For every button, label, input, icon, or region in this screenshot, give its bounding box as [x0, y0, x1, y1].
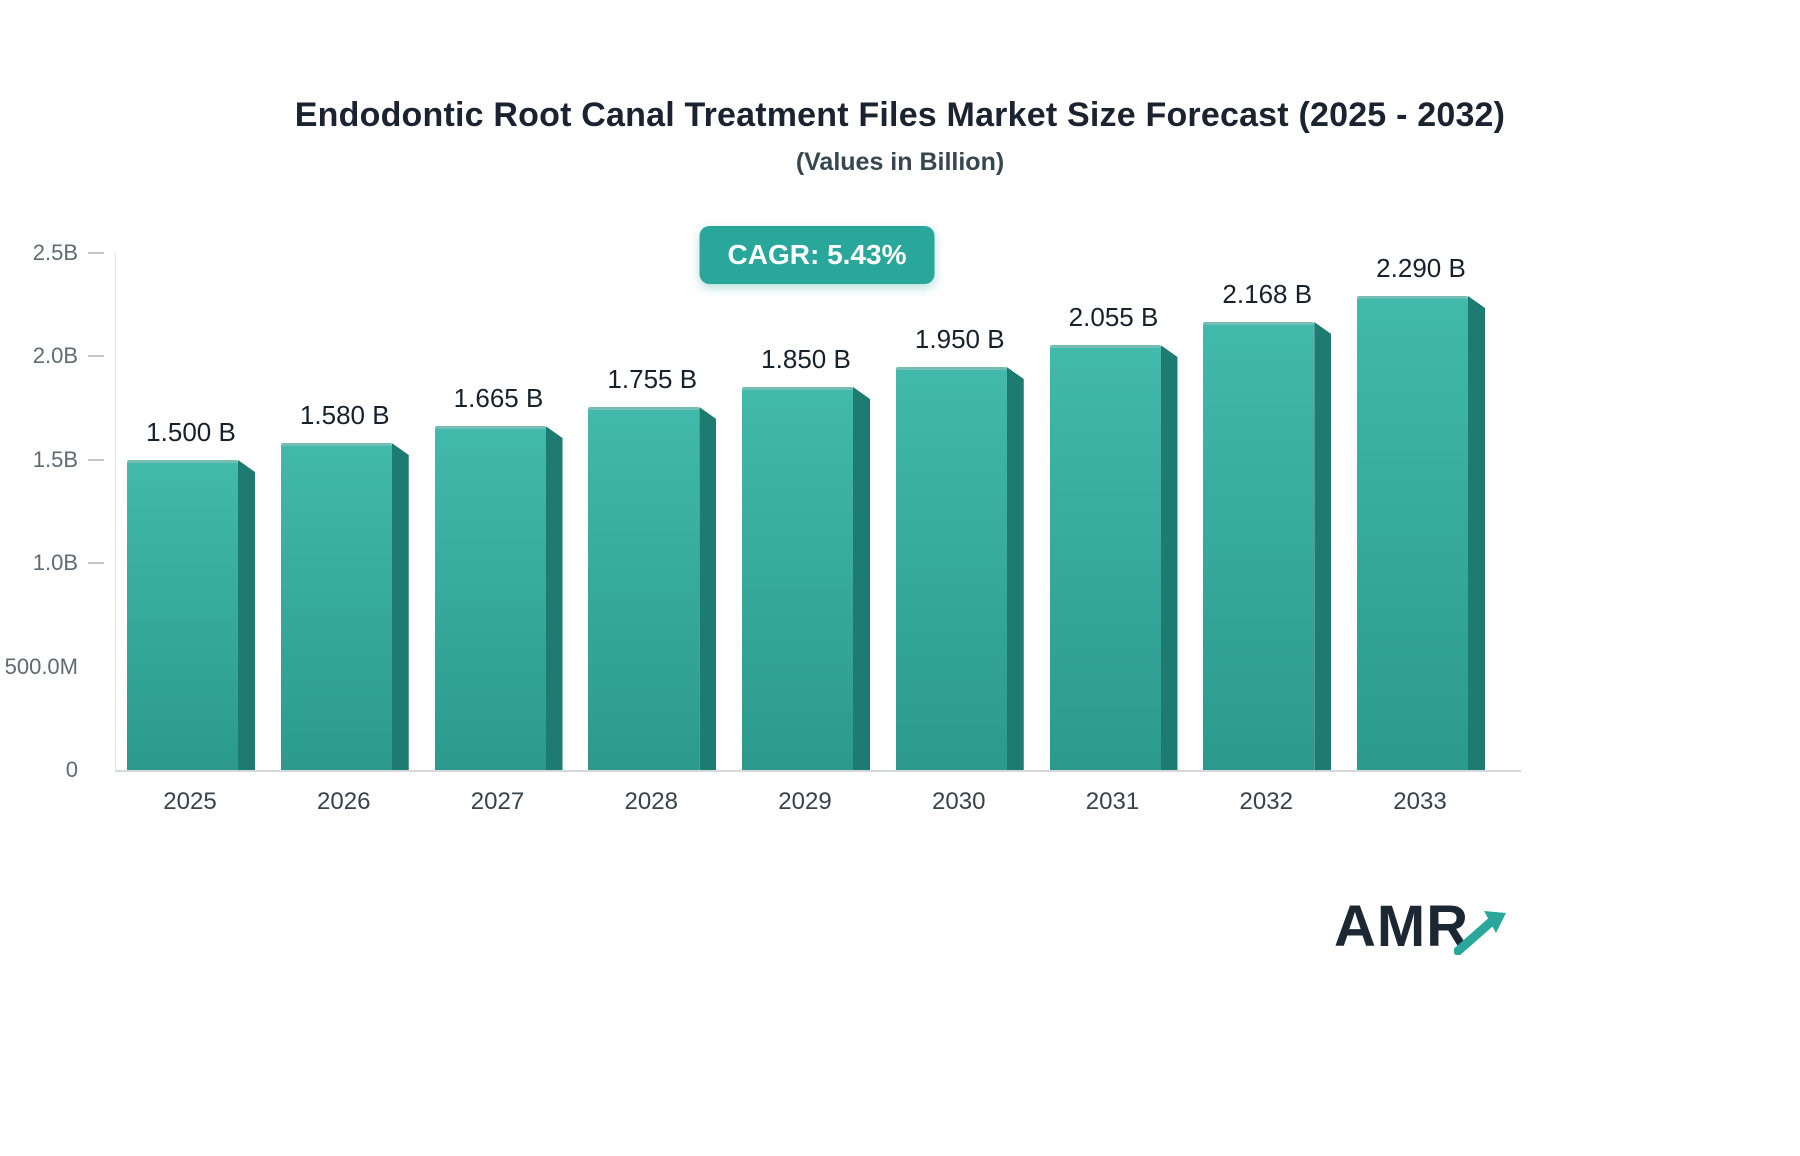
bar-front-face	[434, 426, 546, 770]
bar-side-face	[238, 460, 255, 770]
bar-side-face	[853, 387, 870, 770]
bar-front-face	[127, 460, 238, 770]
bar-value-label: 1.755 B	[607, 364, 698, 394]
bar-side-face	[1006, 367, 1024, 770]
bar-front-face	[588, 407, 700, 770]
x-axis-label-2030: 2030	[932, 788, 986, 815]
bar-value-label: 2.290 B	[1376, 253, 1466, 283]
bar-front-face	[1049, 345, 1161, 770]
bar-value-label: 2.168 B	[1222, 279, 1313, 309]
chart-subtitle: (Values in Billion)	[795, 148, 1005, 176]
bar-front-face	[742, 387, 853, 770]
bar-value-label: 1.500 B	[146, 417, 236, 447]
y-tick-label: 500.0M	[4, 653, 78, 679]
bar-value-label: 1.580 B	[299, 400, 390, 430]
y-tick-label: 1.0B	[32, 550, 78, 576]
x-axis-label-2025: 2025	[163, 788, 217, 815]
bar-side-face	[1314, 322, 1332, 770]
bar-front-face	[280, 443, 392, 770]
y-tick-label: 1.5B	[32, 446, 78, 472]
bar-side-face	[391, 443, 409, 770]
bar-value-label: 2.055 B	[1068, 302, 1159, 332]
x-axis-label-2032: 2032	[1239, 788, 1293, 815]
y-tick-mark	[88, 355, 104, 358]
x-axis-label-2033: 2033	[1393, 788, 1447, 815]
bar-value-label: 1.665 B	[453, 383, 544, 413]
y-tick-mark	[88, 458, 104, 461]
bar-value-label: 1.950 B	[914, 324, 1005, 354]
bar-value-label: 1.850 B	[761, 344, 851, 374]
amr-logo: AMR	[1334, 893, 1506, 963]
chart-area: 2.5B 2.0B 1.5B 1.0B 500.0M 0 1.500 B 1.580 B 1.…	[0, 240, 1800, 873]
y-tick-label: 0	[65, 757, 78, 782]
y-tick-mark	[88, 562, 104, 565]
bar-front-face	[1203, 322, 1315, 770]
bar-front-face	[1357, 296, 1468, 770]
bar-front-face	[895, 367, 1007, 770]
chart-title: Endodontic Root Canal Treatment Files Ma…	[294, 96, 1506, 134]
y-tick-label: 2.5B	[32, 240, 78, 265]
x-axis-label-2027: 2027	[470, 788, 525, 815]
bar-side-face	[545, 426, 563, 770]
y-tick-mark	[88, 252, 104, 254]
x-axis-label-2026: 2026	[317, 788, 371, 815]
y-tick-label: 2.0B	[32, 343, 78, 369]
x-axis-label-2028: 2028	[624, 788, 678, 815]
bar-side-face	[699, 407, 717, 770]
x-axis-label-2029: 2029	[778, 788, 832, 815]
amr-logo-arrow-icon	[1454, 911, 1506, 955]
x-axis-label-2031: 2031	[1085, 788, 1140, 815]
plot-area: 1.500 B 1.580 B 1.665 B 1.755 B 1.850 B 1.950…	[115, 253, 1521, 772]
cagr-badge: CAGR: 5.43%	[699, 226, 935, 284]
bar-side-face	[1160, 345, 1178, 770]
bar-side-face	[1468, 296, 1485, 770]
amr-logo-text: AMR	[1334, 894, 1470, 959]
